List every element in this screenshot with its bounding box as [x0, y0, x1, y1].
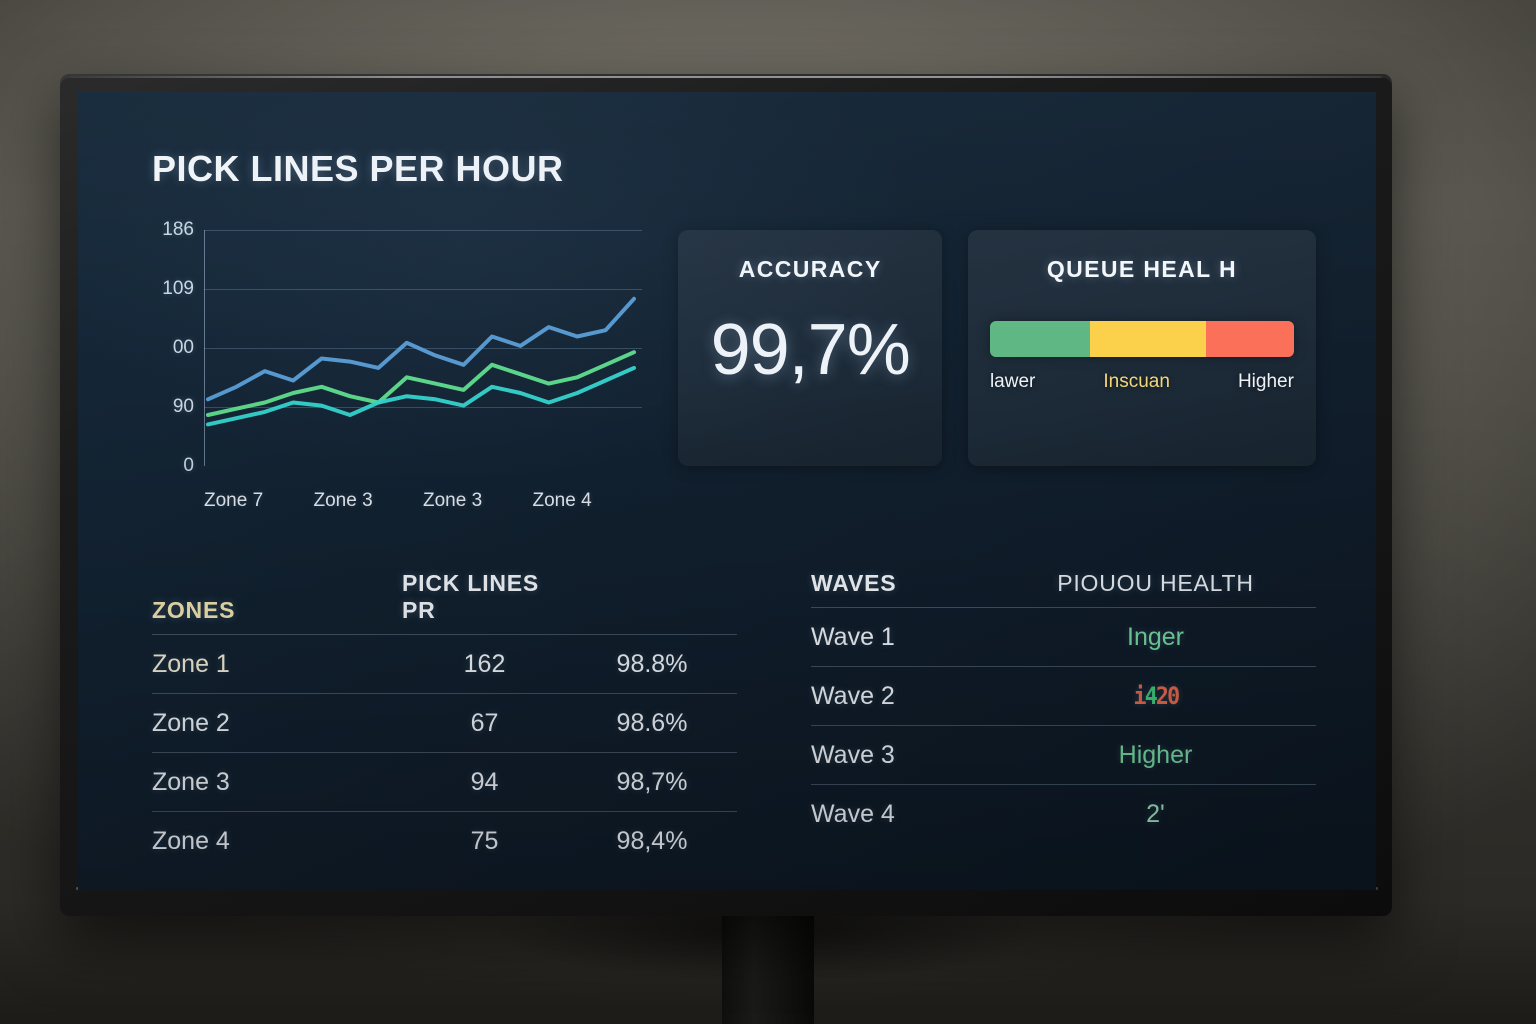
y-tick-4: 0 — [183, 455, 194, 476]
waves-table-header: WAVES PIOUOU HEALTH — [811, 570, 1316, 607]
waves-header-waves: WAVES — [811, 570, 897, 596]
accuracy-card: ACCURACY 99,7% — [678, 230, 942, 466]
zones-header-zones: ZONES — [152, 597, 236, 623]
bezel-top-highlight — [70, 76, 1382, 78]
waves-row-2-wave: Wave 3 — [811, 740, 895, 769]
queue-health-label-high: Higher — [1237, 371, 1294, 392]
queue-health-label-low: lawer — [989, 371, 1036, 392]
zones-row-1-zone: Zone 2 — [152, 708, 230, 737]
x-tick-3: Zone 4 — [532, 490, 592, 511]
zones-row-0-accuracy: 98.8% — [616, 649, 688, 678]
table-row[interactable]: Zone 4 75 98,4% — [152, 811, 737, 870]
table-row[interactable]: Wave 3 Higher — [811, 725, 1316, 784]
y-tick-1: 109 — [162, 278, 194, 299]
y-tick-3: 90 — [172, 396, 194, 417]
queue-health-segment-high — [1205, 321, 1294, 357]
waves-table: WAVES PIOUOU HEALTH Wave 1 Inger Wave 2 … — [811, 570, 1316, 870]
queue-health-card: QUEUE HEAL H lawer Inscuan Higher — [967, 230, 1316, 466]
queue-health-card-title: QUEUE HEAL H — [1046, 256, 1238, 282]
zones-row-3-zone: Zone 4 — [152, 826, 230, 855]
monitor-screen: PICK LINES PER HOUR 186 109 00 90 0 — [78, 92, 1376, 890]
monitor-stand-neck — [722, 916, 814, 1024]
queue-health-label-medium: Inscuan — [1103, 371, 1170, 392]
table-row[interactable]: Wave 1 Inger — [811, 607, 1316, 666]
zones-row-2-zone: Zone 3 — [152, 767, 230, 796]
zones-row-1-accuracy: 98.6% — [616, 708, 688, 737]
pick-lines-chart: 186 109 00 90 0 Zone 7 Zone 3 Zone 3 — [152, 219, 652, 512]
table-row[interactable]: Wave 4 2' — [811, 784, 1316, 843]
waves-row-1-health: i420 — [1041, 682, 1316, 711]
monitor-bezel: PICK LINES PER HOUR 186 109 00 90 0 — [60, 74, 1392, 916]
table-row[interactable]: Wave 2 i420 — [811, 666, 1316, 725]
zones-row-2-pick-lines: 94 — [470, 767, 499, 796]
zones-header-pick-lines: PICK LINES PR — [402, 570, 540, 623]
dashboard-content: PICK LINES PER HOUR 186 109 00 90 0 — [78, 92, 1376, 890]
queue-health-segment-medium — [1090, 321, 1206, 357]
table-row[interactable]: Zone 1 162 98.8% — [152, 634, 737, 693]
zones-row-1-pick-lines: 67 — [470, 708, 499, 737]
waves-header-health: PIOUOU HEALTH — [1057, 570, 1254, 596]
queue-health-bar — [989, 321, 1294, 357]
zones-row-0-pick-lines: 162 — [463, 649, 506, 678]
x-tick-0: Zone 7 — [204, 490, 264, 511]
x-tick-1: Zone 3 — [313, 490, 373, 511]
table-row[interactable]: Zone 3 94 98,7% — [152, 752, 737, 811]
chart-svg — [204, 230, 642, 466]
waves-row-3-health: 2' — [1146, 799, 1165, 828]
accuracy-value: 99,7% — [710, 310, 911, 390]
zones-row-3-pick-lines: 75 — [470, 826, 499, 855]
zones-row-0-zone: Zone 1 — [152, 649, 230, 678]
zones-table-header: ZONES PICK LINES PR — [152, 570, 737, 634]
chart-plot-area: 186 109 00 90 0 — [152, 219, 652, 480]
waves-row-1-wave: Wave 2 — [811, 681, 895, 710]
zones-table: ZONES PICK LINES PR Zone 1 162 98.8% Zon… — [152, 570, 737, 870]
table-row[interactable]: Zone 2 67 98.6% — [152, 693, 737, 752]
top-row: 186 109 00 90 0 Zone 7 Zone 3 Zone 3 — [152, 219, 1316, 512]
accuracy-card-title: ACCURACY — [738, 256, 882, 282]
zones-row-3-accuracy: 98,4% — [616, 826, 688, 855]
page-title: PICK LINES PER HOUR — [152, 148, 564, 189]
garbled-health-glyphs: i420 — [1133, 681, 1180, 710]
tables-row: ZONES PICK LINES PR Zone 1 162 98.8% Zon… — [152, 570, 1316, 870]
x-tick-2: Zone 3 — [423, 490, 483, 511]
queue-health-labels: lawer Inscuan Higher — [990, 371, 1294, 393]
waves-row-0-health: Inger — [1127, 622, 1184, 651]
y-tick-0: 186 — [162, 219, 194, 240]
chart-x-axis: Zone 7 Zone 3 Zone 3 Zone 4 — [204, 490, 642, 512]
chart-y-axis: 186 109 00 90 0 — [162, 219, 642, 476]
zones-row-2-accuracy: 98,7% — [616, 767, 688, 796]
waves-row-3-wave: Wave 4 — [811, 799, 895, 828]
waves-row-2-health: Higher — [1118, 740, 1193, 769]
waves-row-0-wave: Wave 1 — [811, 622, 895, 651]
y-tick-2: 00 — [172, 337, 194, 358]
queue-health-segment-low — [989, 321, 1091, 357]
